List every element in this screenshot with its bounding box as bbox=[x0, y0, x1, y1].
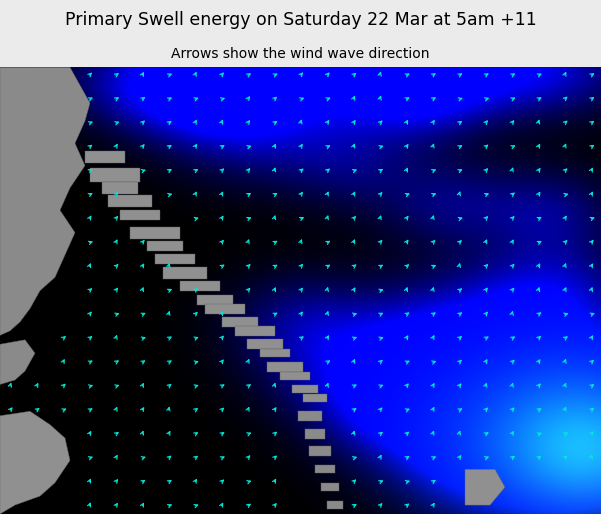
Polygon shape bbox=[120, 210, 160, 219]
Polygon shape bbox=[465, 469, 505, 505]
Polygon shape bbox=[130, 227, 180, 238]
Polygon shape bbox=[267, 362, 303, 372]
Polygon shape bbox=[315, 465, 335, 473]
Polygon shape bbox=[90, 168, 140, 181]
Polygon shape bbox=[309, 447, 331, 456]
Text: Arrows show the wind wave direction: Arrows show the wind wave direction bbox=[171, 47, 430, 61]
Text: Primary Swell energy on Saturday 22 Mar at 5am +11: Primary Swell energy on Saturday 22 Mar … bbox=[65, 11, 536, 29]
Polygon shape bbox=[0, 67, 90, 335]
Polygon shape bbox=[222, 317, 258, 327]
Polygon shape bbox=[298, 411, 322, 421]
Polygon shape bbox=[260, 349, 290, 357]
Polygon shape bbox=[0, 411, 70, 514]
Polygon shape bbox=[292, 385, 318, 393]
Polygon shape bbox=[108, 195, 152, 207]
Polygon shape bbox=[321, 483, 339, 491]
Polygon shape bbox=[235, 326, 275, 336]
Polygon shape bbox=[197, 295, 233, 305]
Polygon shape bbox=[147, 241, 183, 251]
Polygon shape bbox=[0, 340, 35, 384]
Polygon shape bbox=[155, 254, 195, 264]
Polygon shape bbox=[180, 281, 220, 291]
Polygon shape bbox=[247, 339, 283, 350]
Polygon shape bbox=[102, 182, 138, 194]
Polygon shape bbox=[305, 429, 325, 438]
Polygon shape bbox=[85, 151, 125, 162]
Polygon shape bbox=[327, 501, 343, 509]
Polygon shape bbox=[163, 267, 207, 279]
Polygon shape bbox=[205, 304, 245, 314]
Polygon shape bbox=[280, 372, 310, 379]
Polygon shape bbox=[303, 394, 327, 402]
